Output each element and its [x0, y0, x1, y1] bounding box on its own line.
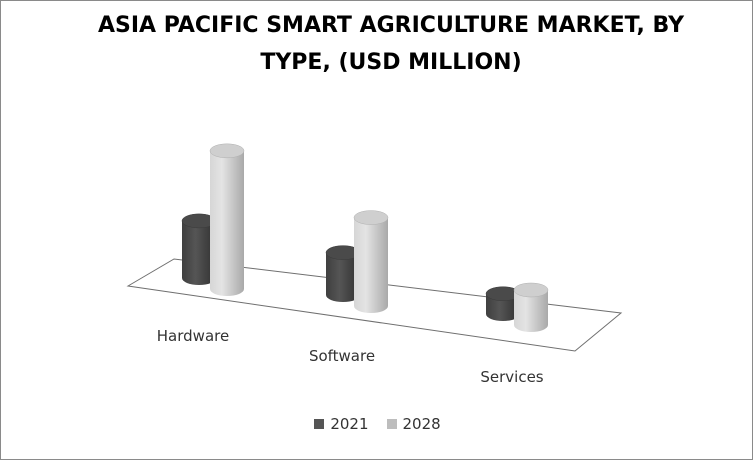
bar-top: [209, 143, 245, 159]
legend-label-2028: 2028: [402, 415, 441, 433]
bar-body: [354, 217, 388, 313]
bar-body: [326, 252, 360, 302]
bar-body: [210, 150, 244, 296]
legend-swatch-2028: [386, 419, 397, 429]
category-label-hardware: Hardware: [157, 327, 229, 345]
legend-swatch-2021: [314, 419, 325, 429]
chart-legend: 2021 2028: [1, 415, 752, 433]
bar-2021-hardware: [181, 213, 217, 285]
bar-top: [513, 282, 549, 298]
category-label-services: Services: [480, 368, 543, 386]
legend-item-2021: 2021: [314, 415, 369, 433]
bar-2028-services: [513, 282, 549, 332]
bar-body: [182, 220, 216, 285]
bar-2028-hardware: [209, 143, 245, 296]
bar-2028-software: [353, 210, 389, 313]
category-label-software: Software: [309, 347, 375, 365]
chart-title: ASIA PACIFIC SMART AGRICULTURE MARKET, B…: [97, 13, 685, 75]
bar-2021-software: [325, 245, 361, 302]
bar-top: [353, 210, 389, 225]
bar-2021-services: [485, 286, 521, 321]
bar-body: [514, 290, 548, 332]
bar-body: [486, 293, 520, 321]
legend-item-2028: 2028: [386, 415, 441, 433]
legend-label-2021: 2021: [330, 415, 369, 433]
